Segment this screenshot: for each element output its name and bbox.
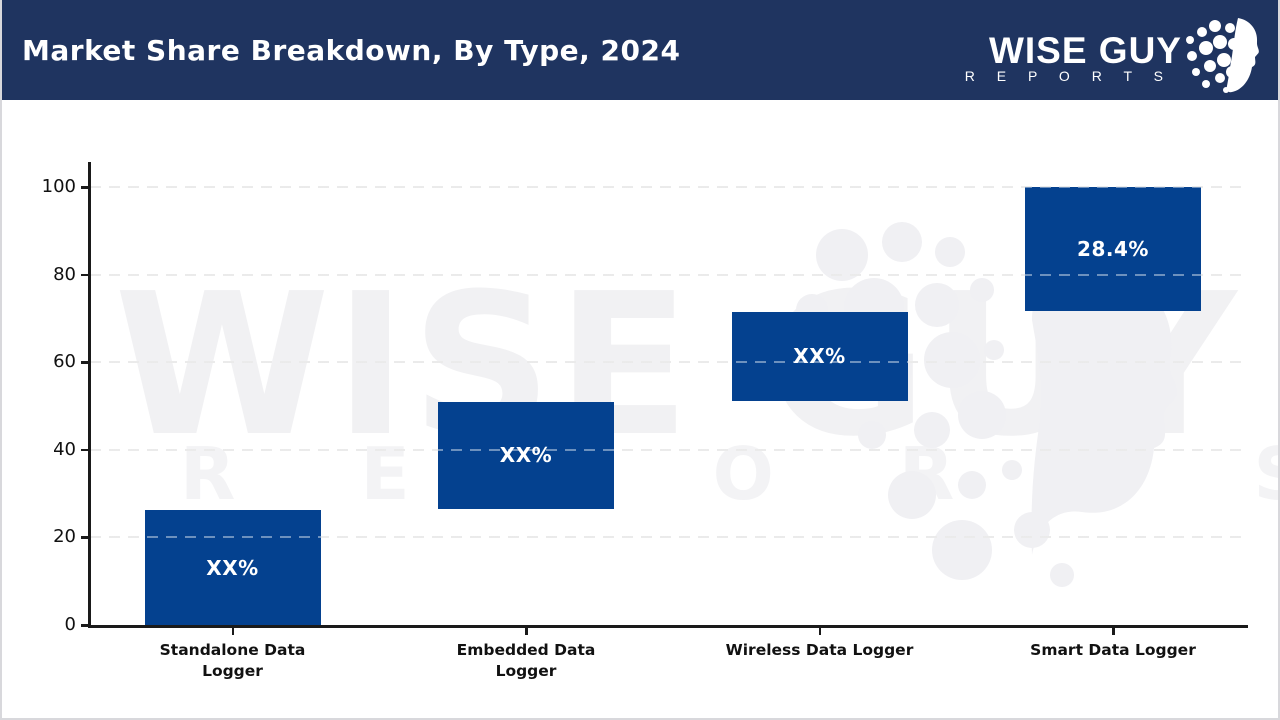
y-axis-tick-80 — [81, 273, 89, 277]
gridline-60 — [90, 361, 1248, 364]
y-tick-label-100: 100 — [41, 176, 76, 197]
bar-value-label: XX% — [499, 443, 553, 468]
y-tick-label-60: 60 — [53, 351, 76, 373]
gridline-overlay-100 — [90, 186, 1248, 188]
gridline-20 — [90, 536, 1248, 539]
x-axis-line — [88, 625, 1248, 628]
header: Market Share Breakdown, By Type, 2024 WI… — [2, 0, 1278, 100]
gridline-80 — [90, 273, 1248, 276]
y-axis-tick-20 — [81, 536, 89, 539]
page-title: Market Share Breakdown, By Type, 2024 — [22, 34, 681, 67]
bar-value-label: 28.4% — [1077, 237, 1149, 262]
gridline-40 — [90, 448, 1248, 451]
y-tick-label-20: 20 — [53, 526, 76, 548]
bar-wireless-data-logger: XX% — [731, 311, 908, 401]
y-tick-label-80: 80 — [53, 263, 76, 285]
gridline-overlay-20 — [90, 536, 1248, 539]
bar-value-label: XX% — [793, 344, 846, 369]
bar-smart-data-logger: 28.4% — [1025, 187, 1201, 312]
y-axis-line — [88, 162, 91, 627]
bar-value-label: XX% — [206, 555, 259, 580]
category-label-2: Embedded Data Logger — [456, 641, 596, 680]
x-axis-tick-3 — [818, 627, 821, 635]
y-tick-label-0: 0 — [64, 614, 76, 635]
y-axis-tick-40 — [81, 448, 89, 452]
bar-standalone-data-logger: XX% — [144, 510, 321, 625]
gridline-overlay-80 — [90, 273, 1248, 276]
gridline-overlay-60 — [90, 361, 1248, 364]
logo-reports-text: R E P O R T S — [964, 68, 1172, 84]
x-axis-tick-4 — [1112, 627, 1115, 635]
category-label-4: Smart Data Logger — [1030, 641, 1196, 659]
y-axis-tick-0 — [81, 624, 89, 627]
bar-embedded-data-logger: XX% — [438, 401, 614, 509]
x-axis-tick-1 — [231, 627, 234, 635]
logo-head-icon — [1182, 14, 1260, 102]
logo: WISE GUY R E P O R T S — [965, 8, 1264, 94]
x-axis-tick-2 — [525, 627, 528, 635]
gridline-overlay-40 — [90, 448, 1248, 451]
category-label-3: Wireless Data Logger — [725, 641, 914, 659]
gridline-100 — [90, 186, 1248, 188]
y-axis-tick-100 — [81, 186, 89, 189]
logo-wordmark: WISE GUY — [988, 30, 1182, 71]
category-label-1: Standalone Data Logger — [159, 641, 306, 680]
y-tick-label-40: 40 — [53, 438, 76, 460]
y-axis-tick-60 — [81, 361, 89, 364]
